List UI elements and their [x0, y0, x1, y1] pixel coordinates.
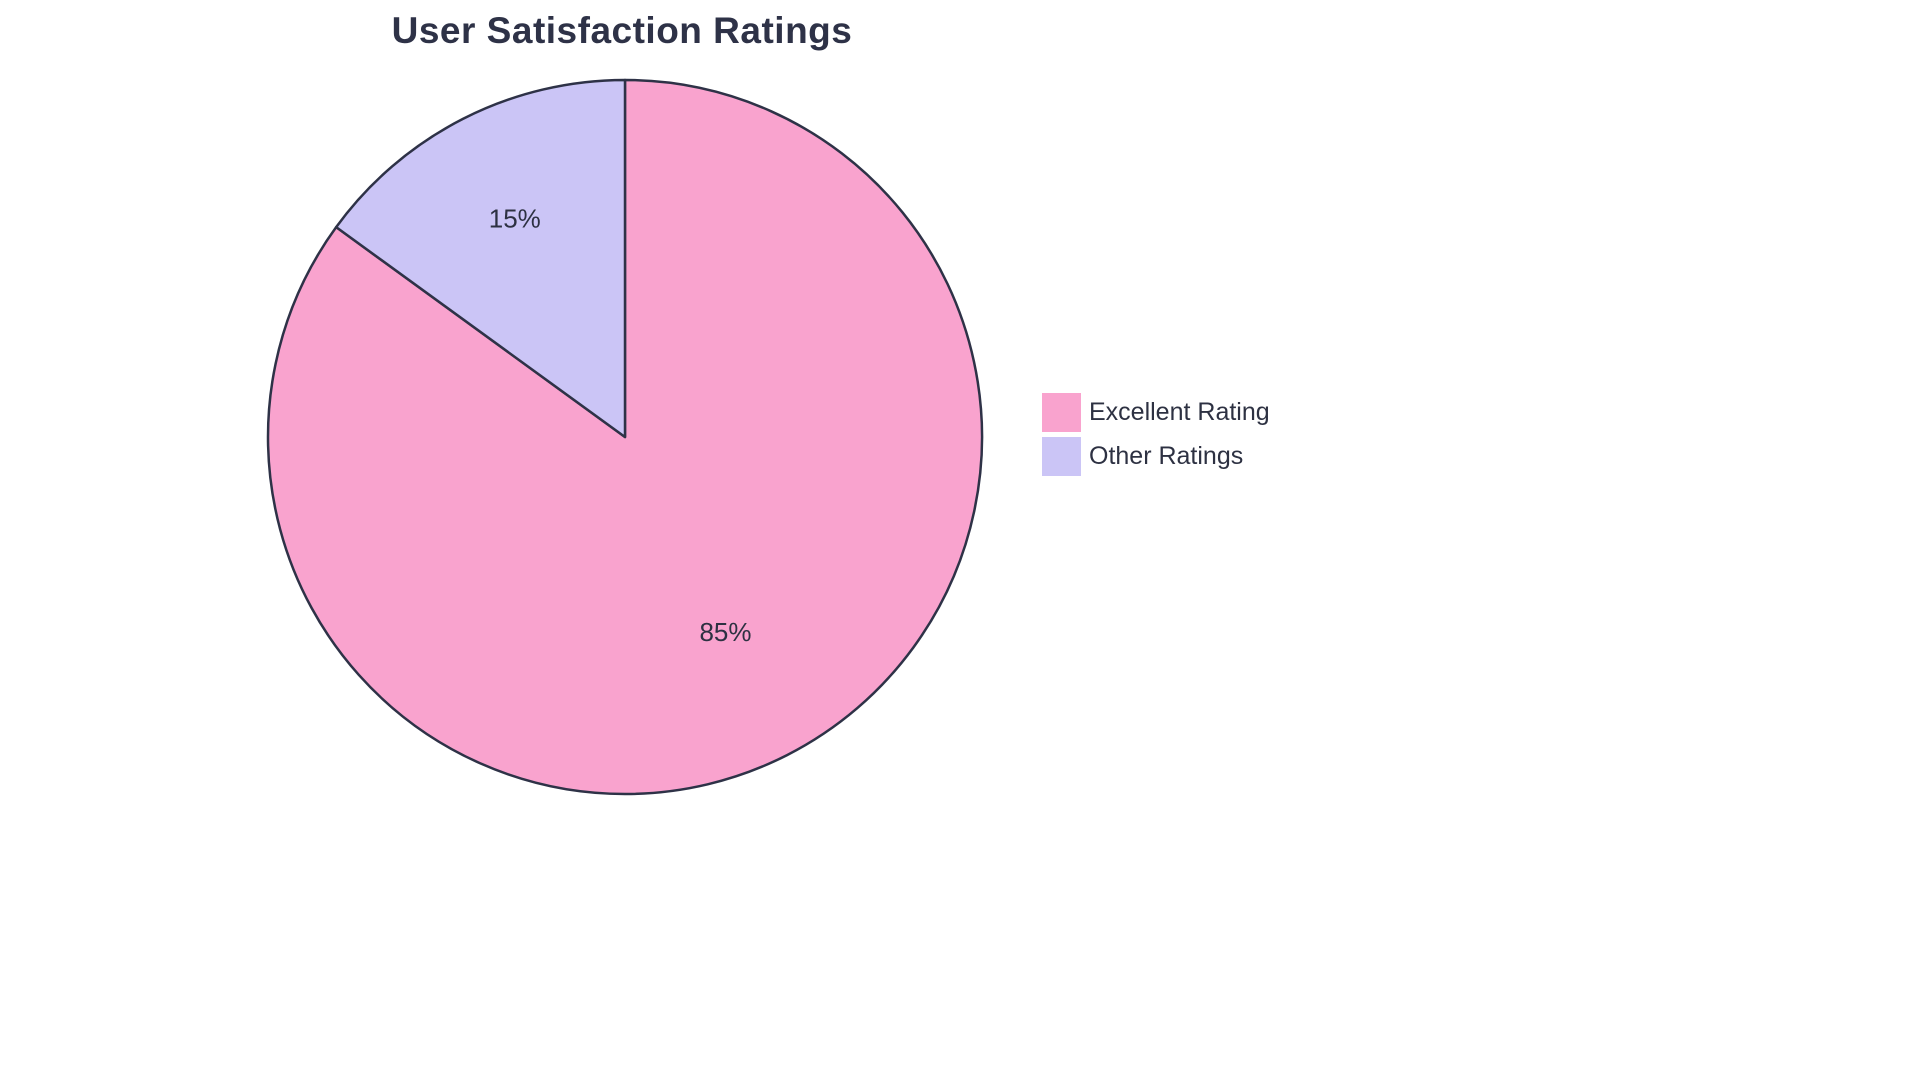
legend-label-0: Excellent Rating [1089, 398, 1270, 426]
legend-swatch-1 [1042, 437, 1081, 476]
pie-slice-1 [334, 78, 627, 439]
pie-labels-group: 85% 15% [489, 204, 752, 648]
legend-swatch-0 [1042, 393, 1081, 432]
legend-label-1: Other Ratings [1089, 442, 1244, 470]
chart-title: User Satisfaction Ratings [391, 10, 853, 51]
legend-item-0: Excellent Rating [1042, 393, 1270, 432]
legend-item-1: Other Ratings [1042, 437, 1270, 476]
slice-value-label-0: 85% [699, 617, 751, 647]
legend: Excellent Rating Other Ratings [1042, 393, 1270, 476]
slice-value-label-1: 15% [489, 204, 541, 234]
pie-slices-group [266, 78, 984, 796]
